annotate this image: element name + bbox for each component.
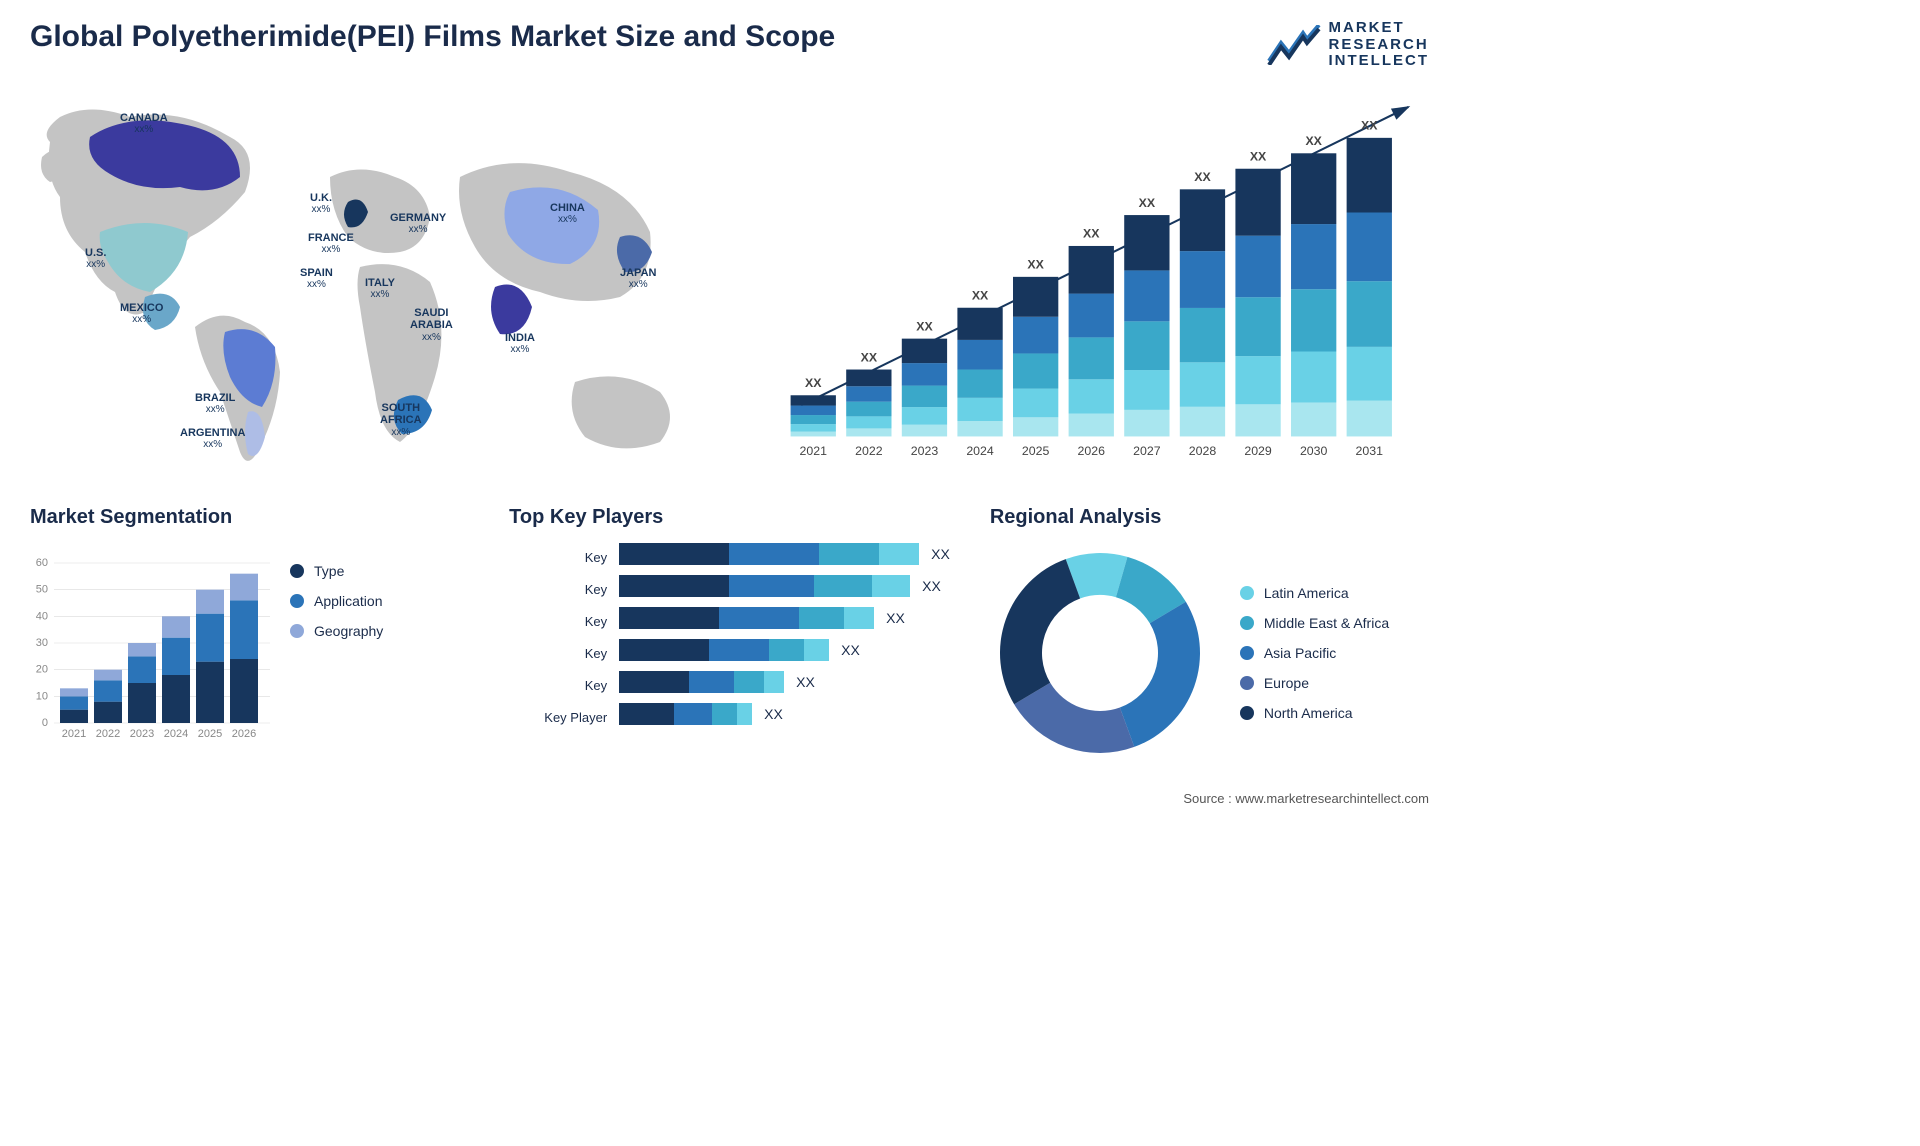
market-growth-chart: 2021 XX 2022 XX 2023 XX 2024 XX 2025 XX 2026 XX 2027… [770, 82, 1429, 482]
svg-text:2030: 2030 [1300, 443, 1328, 457]
key-row-1: XX [619, 575, 950, 597]
reg-legend-north-america: North America [1240, 705, 1389, 721]
svg-text:40: 40 [36, 610, 48, 622]
svg-text:2021: 2021 [62, 728, 86, 740]
key-row-0: XX [619, 543, 950, 565]
reg-legend-latin-america: Latin America [1240, 585, 1389, 601]
map-label-us: U.S.xx% [85, 247, 106, 271]
svg-text:50: 50 [36, 583, 48, 595]
svg-text:10: 10 [36, 690, 48, 702]
key-players-title: Top Key Players [509, 506, 950, 529]
svg-text:2021: 2021 [800, 443, 828, 457]
logo-line1: MARKET [1329, 20, 1430, 37]
svg-text:30: 30 [36, 637, 48, 649]
key-row-5: XX [619, 703, 950, 725]
svg-text:2022: 2022 [96, 728, 120, 740]
reg-legend-europe: Europe [1240, 675, 1389, 691]
svg-text:2027: 2027 [1133, 443, 1161, 457]
map-label-southafrica: SOUTHAFRICAxx% [380, 402, 422, 439]
map-label-italy: ITALYxx% [365, 277, 395, 301]
logo-mark-icon [1267, 25, 1321, 65]
map-label-uk: U.K.xx% [310, 192, 332, 216]
svg-text:2024: 2024 [966, 443, 994, 457]
map-label-brazil: BRAZILxx% [195, 392, 235, 416]
key-row-3: XX [619, 639, 950, 661]
svg-text:XX: XX [916, 319, 933, 333]
svg-text:2025: 2025 [198, 728, 222, 740]
map-label-canada: CANADAxx% [120, 112, 168, 136]
map-label-spain: SPAINxx% [300, 267, 333, 291]
svg-text:0: 0 [42, 717, 48, 729]
regional-panel: Regional Analysis Latin America Middle Ea… [990, 506, 1429, 763]
svg-text:XX: XX [1250, 149, 1267, 163]
map-label-germany: GERMANYxx% [390, 212, 446, 236]
map-label-saudiarabia: SAUDIARABIAxx% [410, 307, 453, 344]
regional-legend: Latin America Middle East & Africa Asia Pa… [1240, 585, 1389, 721]
segmentation-legend: Type Application Geography [290, 563, 383, 743]
key-label-5: Key Player [509, 707, 607, 729]
svg-text:XX: XX [1194, 170, 1211, 184]
svg-text:XX: XX [861, 350, 878, 364]
map-label-india: INDIAxx% [505, 332, 535, 356]
key-players-panel: Top Key Players Key Key Key Key Key Key Playe… [509, 506, 950, 763]
svg-text:2023: 2023 [911, 443, 939, 457]
map-label-mexico: MEXICOxx% [120, 302, 163, 326]
seg-legend-geography: Geography [290, 623, 383, 639]
regional-donut [990, 543, 1210, 763]
svg-text:XX: XX [1139, 195, 1156, 209]
map-label-france: FRANCExx% [308, 232, 354, 256]
world-map: CANADAxx% U.S.xx% MEXICOxx% BRAZILxx% ARGENT… [30, 82, 730, 482]
svg-text:2025: 2025 [1022, 443, 1050, 457]
segmentation-panel: Market Segmentation 0 10 20 30 40 50 60 2021 202… [30, 506, 469, 763]
segmentation-title: Market Segmentation [30, 506, 469, 529]
svg-text:2026: 2026 [1078, 443, 1106, 457]
svg-text:2028: 2028 [1189, 443, 1217, 457]
map-label-china: CHINAxx% [550, 202, 585, 226]
svg-text:XX: XX [805, 376, 822, 390]
svg-text:2024: 2024 [164, 728, 188, 740]
segmentation-chart: 0 10 20 30 40 50 60 2021 2022 2023 2024 2025 2026 [30, 543, 270, 743]
svg-text:XX: XX [972, 288, 989, 302]
svg-text:2022: 2022 [855, 443, 883, 457]
svg-text:XX: XX [1361, 118, 1378, 132]
key-row-2: XX [619, 607, 950, 629]
key-label-2: Key [509, 611, 607, 633]
key-label-1: Key [509, 579, 607, 601]
key-labels: Key Key Key Key Key Key Player [509, 543, 619, 729]
svg-text:2029: 2029 [1244, 443, 1272, 457]
logo-line3: INTELLECT [1329, 53, 1430, 70]
svg-text:2031: 2031 [1356, 443, 1384, 457]
logo-line2: RESEARCH [1329, 37, 1430, 54]
key-bars: XX XX XX XX XX XX [619, 543, 950, 729]
reg-legend-middle-east---africa: Middle East & Africa [1240, 615, 1389, 631]
reg-legend-asia-pacific: Asia Pacific [1240, 645, 1389, 661]
key-label-4: Key [509, 675, 607, 697]
svg-text:XX: XX [1083, 226, 1100, 240]
key-label-3: Key [509, 643, 607, 665]
svg-text:XX: XX [1305, 134, 1322, 148]
svg-text:60: 60 [36, 557, 48, 569]
key-label-0: Key [509, 547, 607, 569]
svg-text:20: 20 [36, 663, 48, 675]
seg-legend-application: Application [290, 593, 383, 609]
source-attribution: Source : www.marketresearchintellect.com [1183, 791, 1429, 806]
seg-legend-type: Type [290, 563, 383, 579]
brand-logo: MARKET RESEARCH INTELLECT [1267, 20, 1430, 70]
page-title: Global Polyetherimide(PEI) Films Market … [30, 20, 835, 54]
key-row-4: XX [619, 671, 950, 693]
map-label-japan: JAPANxx% [620, 267, 656, 291]
svg-text:2026: 2026 [232, 728, 256, 740]
map-label-argentina: ARGENTINAxx% [180, 427, 245, 451]
regional-title: Regional Analysis [990, 506, 1429, 529]
svg-text:2023: 2023 [130, 728, 154, 740]
svg-text:XX: XX [1027, 257, 1044, 271]
